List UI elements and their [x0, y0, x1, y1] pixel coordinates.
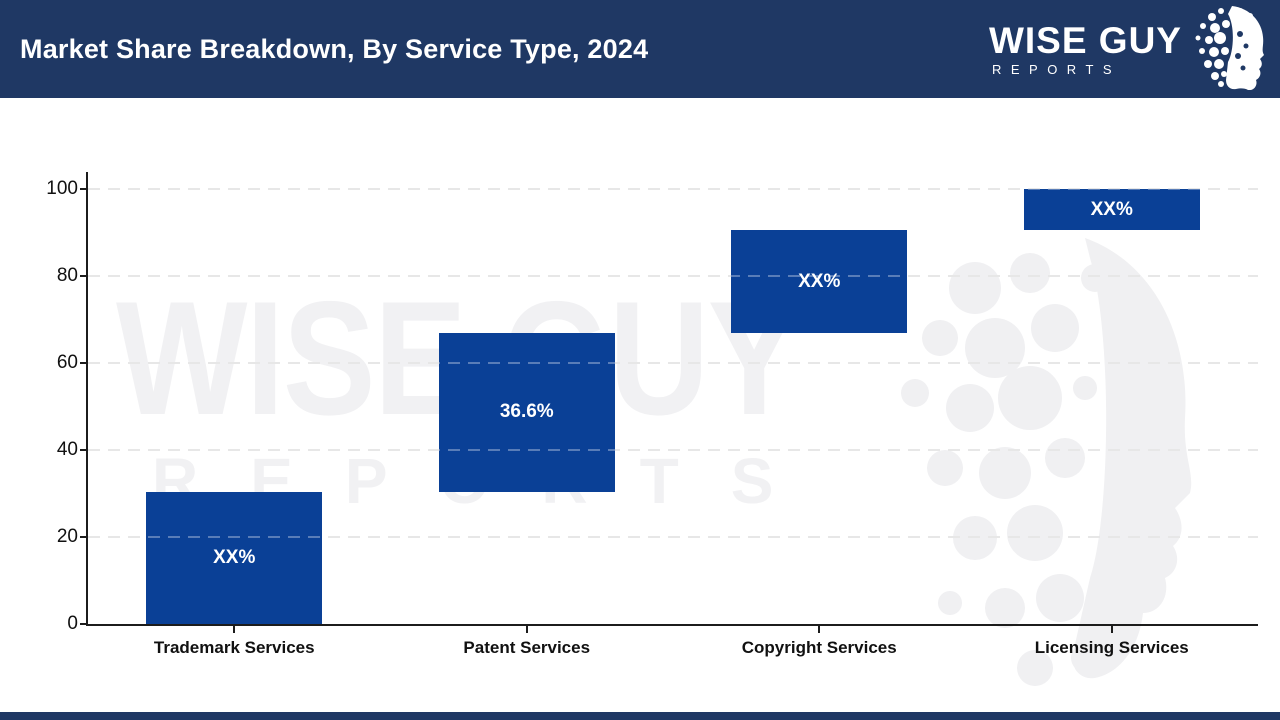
gridline: [88, 188, 1258, 191]
logo-wordmark: WISE GUY: [988, 20, 1182, 61]
gridline: [88, 536, 1258, 539]
logo-subtext: REPORTS: [991, 62, 1122, 77]
y-tick-label: 40: [56, 439, 78, 461]
x-category-label: Patent Services: [463, 638, 591, 657]
x-axis-line: [86, 624, 1258, 626]
x-tick-mark: [525, 625, 528, 633]
gridline-overlay: [88, 188, 1258, 191]
y-tick-mark: [80, 188, 88, 191]
bar-patent-services: 36.6%: [438, 332, 615, 492]
y-tick-mark: [80, 362, 88, 365]
bar-trademark-services: XX%: [146, 491, 323, 624]
y-tick-mark: [80, 623, 88, 625]
page-title: Market Share Breakdown, By Service Type,…: [20, 33, 649, 64]
x-category-label: Trademark Services: [153, 638, 315, 657]
y-tick-label: 100: [46, 178, 78, 200]
gridline-overlay: [88, 536, 1258, 539]
gridline-overlay: [88, 362, 1258, 365]
bar-value-label: XX%: [798, 270, 841, 292]
y-tick-mark: [80, 275, 88, 278]
bar-licensing-services: XX%: [1023, 189, 1200, 231]
bar-value-label: XX%: [213, 546, 256, 568]
gridline: [88, 449, 1258, 452]
wise-guy-logo: WISE GUY REPORTS: [989, 4, 1266, 95]
gridline: [88, 275, 1258, 278]
y-tick-label: 60: [56, 352, 78, 374]
y-tick-label: 0: [67, 613, 78, 634]
footer-bar: [0, 712, 1280, 720]
y-tick-label: 20: [56, 526, 78, 548]
bar-value-label: 36.6%: [499, 401, 554, 423]
x-category-label: Licensing Services: [1034, 638, 1189, 657]
x-tick-mark: [1110, 625, 1113, 633]
x-category-label: Copyright Services: [741, 638, 897, 657]
header: Market Share Breakdown, By Service Type,…: [0, 0, 1280, 98]
logo-face-icon: [1188, 4, 1266, 95]
x-tick-mark: [818, 625, 821, 633]
y-tick-mark: [80, 449, 88, 452]
gridline-overlay: [88, 449, 1258, 452]
y-tick-label: 80: [56, 265, 78, 287]
bar-value-label: XX%: [1090, 198, 1133, 220]
y-axis-line: [86, 172, 88, 626]
gridline-overlay: [88, 275, 1258, 278]
x-tick-mark: [233, 625, 236, 633]
bar-copyright-services: XX%: [731, 230, 908, 333]
y-tick-mark: [80, 536, 88, 539]
gridline: [88, 362, 1258, 365]
